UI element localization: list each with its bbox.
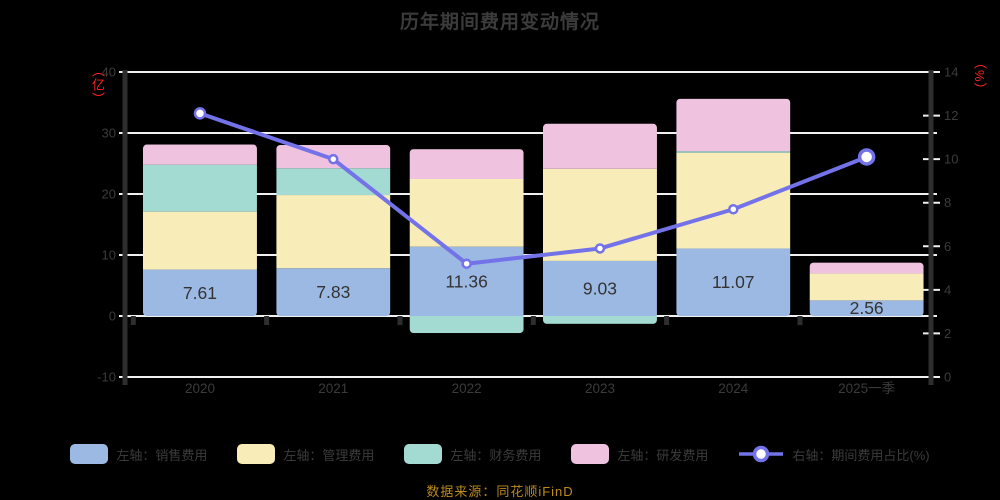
right-axis-tick-label: 0 xyxy=(944,370,951,385)
bar-segment xyxy=(276,268,391,316)
legend-label: 左轴：销售费用 xyxy=(116,447,208,463)
right-axis-line xyxy=(928,70,934,385)
legend-item-expense-ratio: 右轴：期间费用占比(%) xyxy=(738,444,930,464)
bar-segment xyxy=(542,123,657,169)
admin-expense-swatch-icon xyxy=(237,444,276,464)
bar-segment xyxy=(409,178,524,247)
bar-segment xyxy=(542,316,657,324)
bar-value-label: 11.07 xyxy=(712,272,755,292)
x-axis-tick xyxy=(397,316,403,325)
chart-legend: 左轴：销售费用 左轴：管理费用 左轴：财务费用 左轴：研发费用 右轴：期间费用占… xyxy=(0,444,1000,464)
data-point-marker xyxy=(328,153,339,165)
data-point-marker xyxy=(193,107,207,120)
legend-label: 右轴：期间费用占比(%) xyxy=(792,447,930,463)
bar-value-label: 2.56 xyxy=(850,298,884,318)
left-axis-unit-label: （亿） xyxy=(90,64,105,106)
bar-segment xyxy=(409,149,524,179)
legend-label: 左轴：研发费用 xyxy=(617,447,709,463)
bar-segment xyxy=(676,98,791,152)
data-source-note: 数据来源：同花顺iFinD xyxy=(426,484,574,499)
bar-value-label: 7.83 xyxy=(316,282,350,302)
chart-title: 历年期间费用变动情况 xyxy=(399,12,600,33)
x-axis-tick xyxy=(797,316,803,325)
x-axis-tick xyxy=(664,316,670,325)
left-axis-tick-label: 10 xyxy=(102,248,116,263)
left-axis-tick-label: 0 xyxy=(109,309,116,324)
x-axis-tick xyxy=(264,316,270,325)
bar-segment xyxy=(542,260,657,316)
bar-value-label: 9.03 xyxy=(583,278,617,298)
legend-item-sales-expense: 左轴：销售费用 xyxy=(70,444,207,464)
bar-value-label: 7.61 xyxy=(183,283,217,303)
data-point-marker xyxy=(857,148,876,166)
left-axis-line xyxy=(122,70,128,385)
left-axis-tick-label: 40 xyxy=(102,65,116,80)
data-point-marker xyxy=(461,258,472,269)
bar-segment xyxy=(676,151,791,153)
legend-label: 左轴：管理费用 xyxy=(283,447,375,463)
left-axis-tick-label: 30 xyxy=(102,126,116,141)
category-label: 2025一季 xyxy=(838,381,895,396)
x-axis-tick xyxy=(530,316,536,325)
legend-item-rd-expense: 左轴：研发费用 xyxy=(571,444,708,464)
bar-segment xyxy=(676,152,791,249)
bar-segment xyxy=(809,262,924,274)
right-axis-tick-label: 8 xyxy=(944,195,951,210)
right-axis-tick-label: 4 xyxy=(944,282,951,297)
category-label: 2023 xyxy=(585,381,615,396)
category-label: 2024 xyxy=(718,381,749,396)
right-axis-tick-label: 14 xyxy=(944,65,958,80)
bar-segment xyxy=(142,164,257,212)
category-label: 2020 xyxy=(185,381,215,396)
legend-item-admin-expense: 左轴：管理费用 xyxy=(237,444,374,464)
bar-segment xyxy=(676,248,791,316)
rd-expense-swatch-icon xyxy=(571,444,610,464)
bar-segment xyxy=(142,144,257,165)
data-point-marker xyxy=(728,204,739,215)
legend-item-finance-expense: 左轴：财务费用 xyxy=(404,444,541,464)
bar-segment xyxy=(809,300,924,316)
left-axis-tick-label: -10 xyxy=(97,370,116,385)
trend-line xyxy=(197,111,869,266)
sales-expense-swatch-icon xyxy=(70,444,109,464)
bar-segment xyxy=(142,211,257,270)
category-label: 2021 xyxy=(318,381,348,396)
right-axis-unit-label: （%） xyxy=(972,56,987,97)
bar-segment xyxy=(142,269,257,316)
right-axis-tick-label: 6 xyxy=(944,239,951,254)
bar-segment xyxy=(276,195,391,269)
category-label: 2022 xyxy=(452,381,482,396)
right-axis-tick-label: 12 xyxy=(944,108,958,123)
bar-value-label: 11.36 xyxy=(445,271,488,291)
line-marker-icon xyxy=(739,445,784,463)
bar-segment xyxy=(809,273,924,301)
bar-segment xyxy=(409,316,524,334)
x-axis-tick xyxy=(130,316,136,325)
legend-label: 左轴：财务费用 xyxy=(450,447,542,463)
finance-expense-swatch-icon xyxy=(404,444,443,464)
data-point-marker xyxy=(594,243,606,254)
right-axis-tick-label: 2 xyxy=(944,326,951,341)
left-axis-tick-label: 20 xyxy=(102,187,116,202)
right-axis-tick-label: 10 xyxy=(944,152,958,167)
